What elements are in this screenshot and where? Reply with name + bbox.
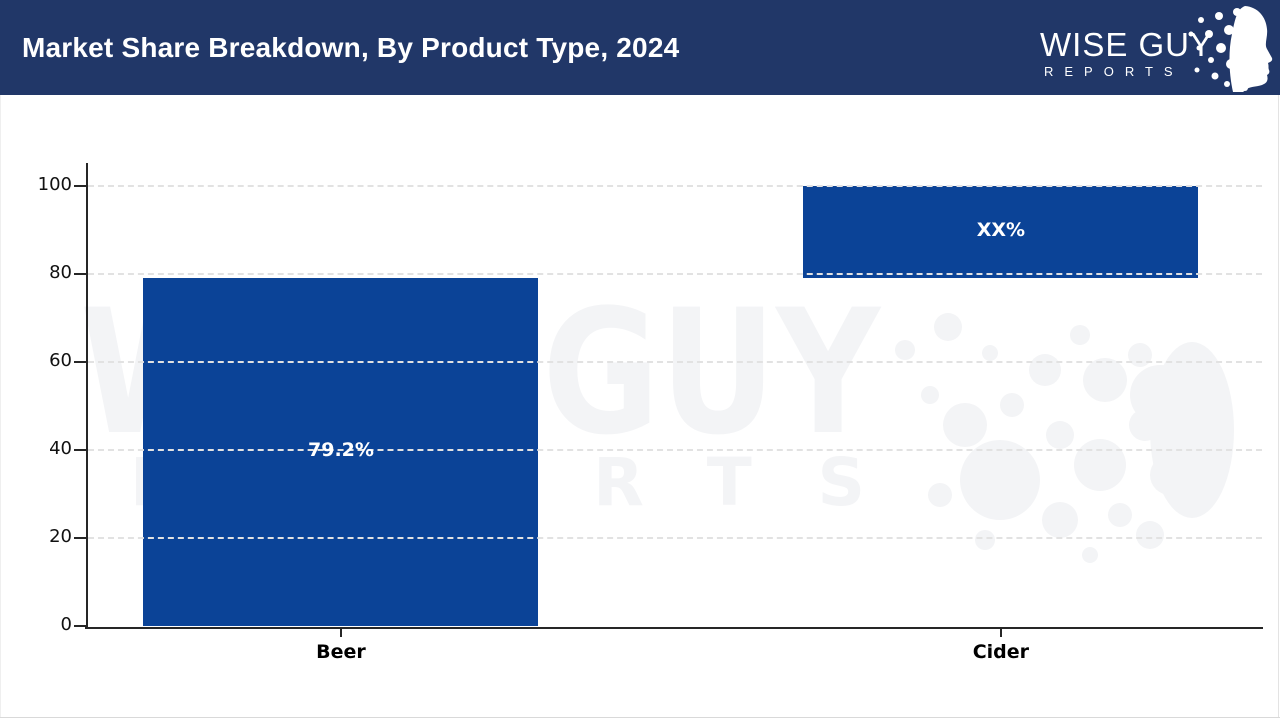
y-tick-label-40: 40 (49, 438, 72, 459)
y-axis-spine (86, 163, 88, 629)
y-tick-100 (74, 185, 87, 187)
y-tick-20 (74, 537, 87, 539)
brand-logo-subtitle: REPORTS (1044, 64, 1184, 79)
watermark-face-dots (895, 313, 1234, 563)
brand-logo: WISE GUY REPORTS (1038, 0, 1280, 95)
gridline-80 (88, 273, 1262, 275)
gridline-100 (88, 185, 1262, 187)
x-tick-beer (339, 629, 342, 637)
y-tick-60 (74, 361, 87, 363)
card-border-right (1278, 95, 1279, 718)
y-tick-label-20: 20 (49, 526, 72, 547)
y-tick-label-0: 0 (60, 614, 72, 635)
card-border-bottom (0, 717, 1280, 718)
gridline-60 (88, 361, 1262, 363)
y-tick-label-60: 60 (49, 350, 72, 371)
bar-cider (803, 186, 1199, 278)
bar-value-label-beer: 79.2% (308, 438, 374, 461)
y-tick-label-80: 80 (49, 262, 72, 283)
x-tick-cider (999, 629, 1002, 637)
bar-beer (143, 277, 539, 626)
y-tick-80 (74, 273, 87, 275)
card-border-left (0, 95, 1, 718)
page-title: Market Share Breakdown, By Product Type,… (22, 31, 680, 63)
gridline-40 (88, 449, 1262, 451)
wise-guy-face-icon (1188, 6, 1273, 92)
x-category-label-beer: Beer (316, 641, 366, 663)
y-tick-label-100: 100 (37, 174, 72, 195)
bar-value-label-cider: XX% (976, 218, 1026, 241)
x-category-label-cider: Cider (972, 641, 1030, 663)
x-axis-spine (85, 627, 1263, 629)
header-band: Market Share Breakdown, By Product Type,… (0, 0, 1280, 95)
brand-logo-wordmark: WISE GUY (1040, 26, 1214, 63)
gridline-20 (88, 537, 1262, 539)
y-tick-0 (74, 625, 87, 627)
y-tick-40 (74, 449, 87, 451)
